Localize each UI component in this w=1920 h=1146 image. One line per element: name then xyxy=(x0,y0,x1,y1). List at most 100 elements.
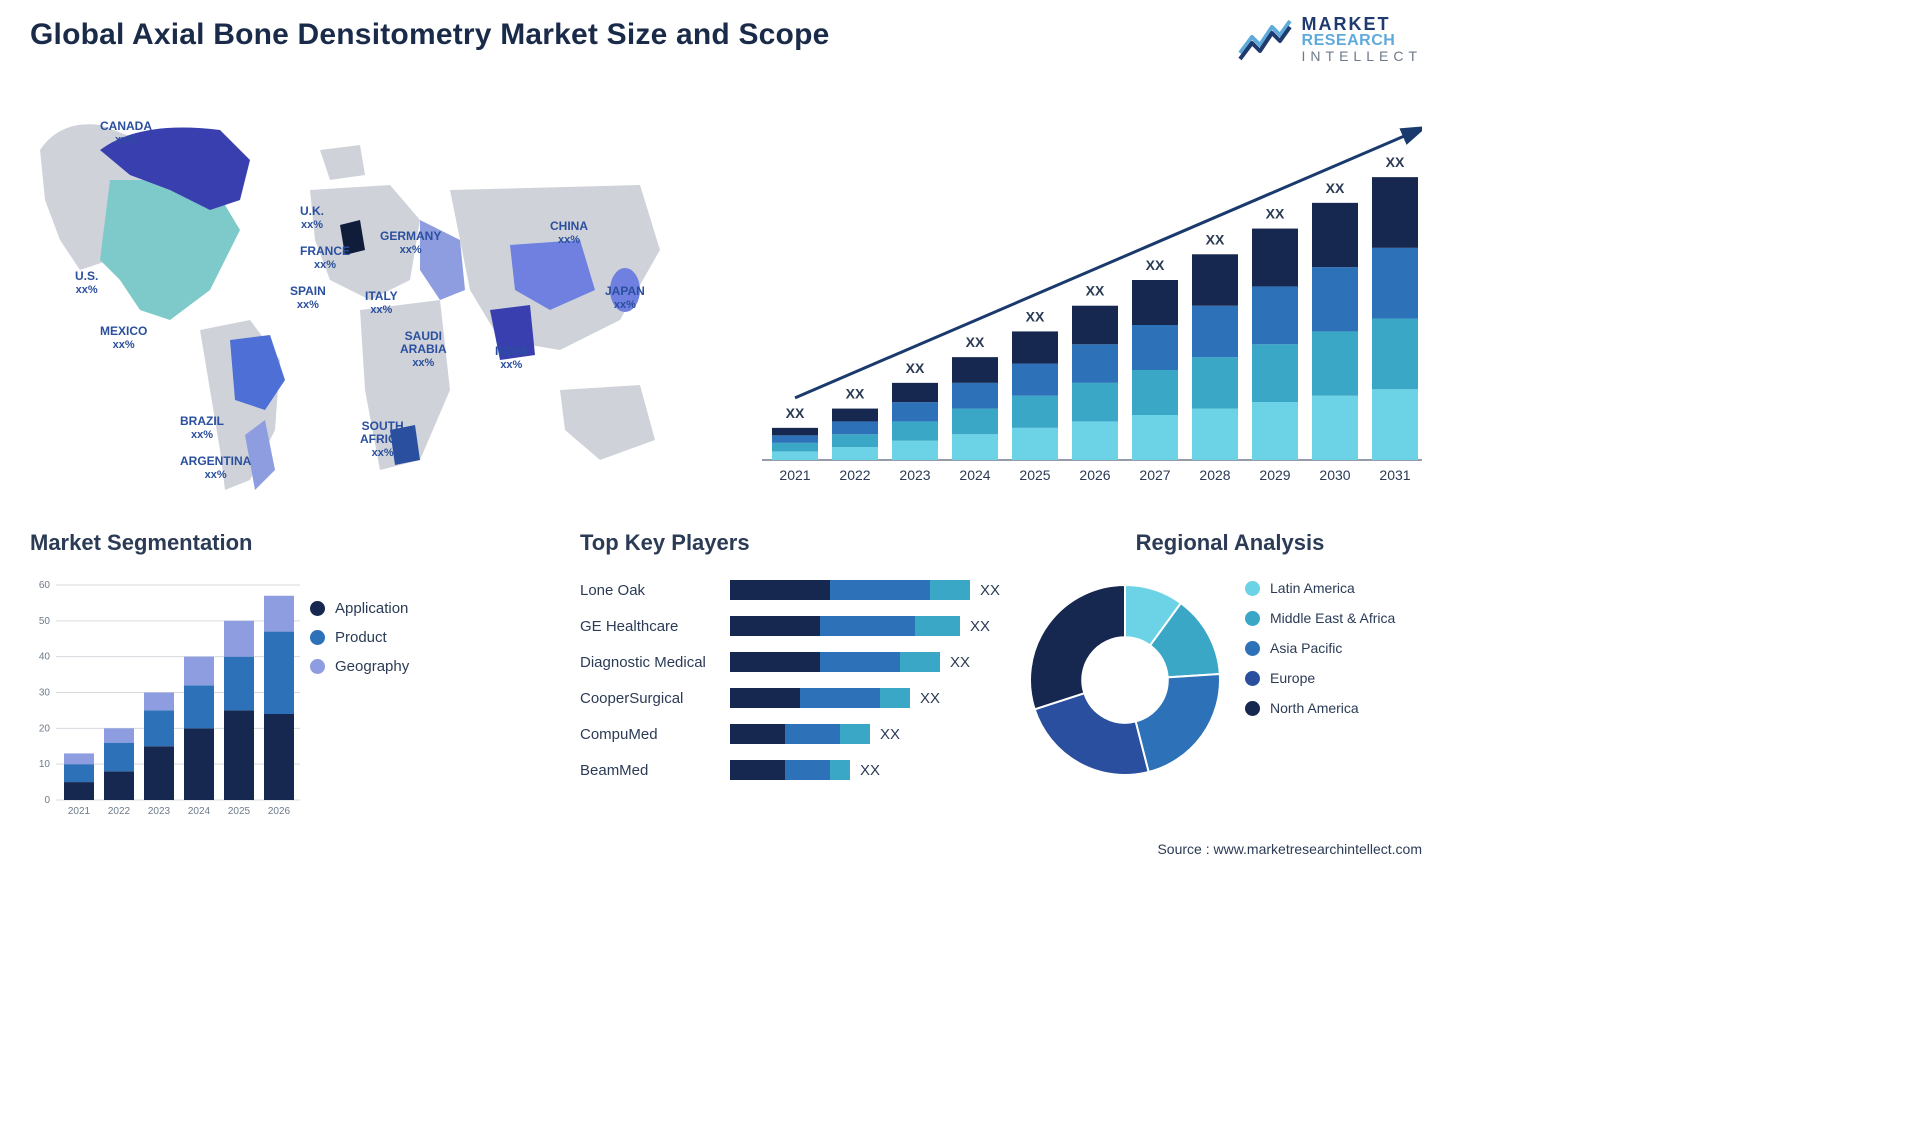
bar-value-label: XX xyxy=(1026,308,1045,324)
bar-value-label: XX xyxy=(846,386,865,402)
bar-segment xyxy=(1372,319,1418,390)
seg-bar-segment xyxy=(64,782,94,800)
legend-dot-icon xyxy=(1245,671,1260,686)
map-label: U.S.xx% xyxy=(75,270,98,296)
bar-segment xyxy=(1012,428,1058,460)
map-label: U.K.xx% xyxy=(300,205,324,231)
legend-dot-icon xyxy=(1245,611,1260,626)
legend-label: Middle East & Africa xyxy=(1270,610,1395,626)
player-row: GE HealthcareXX xyxy=(580,611,1000,641)
player-row: CompuMedXX xyxy=(580,719,1000,749)
seg-bar-segment xyxy=(264,596,294,632)
bar-segment xyxy=(1072,306,1118,345)
logo-line-3: INTELLECT xyxy=(1302,49,1422,63)
legend-dot-icon xyxy=(310,630,325,645)
bar-segment xyxy=(952,357,998,383)
market-size-chart: XX2021XX2022XX2023XX2024XX2025XX2026XX20… xyxy=(762,100,1422,500)
seg-year-label: 2023 xyxy=(148,806,171,817)
legend-item: Asia Pacific xyxy=(1245,640,1395,656)
legend-item: Europe xyxy=(1245,670,1395,686)
map-label: MEXICOxx% xyxy=(100,325,147,351)
bar-segment xyxy=(1132,415,1178,460)
bar-segment xyxy=(1192,306,1238,357)
legend-label: Latin America xyxy=(1270,580,1355,596)
legend-label: Application xyxy=(335,600,408,617)
player-bar-segment xyxy=(880,688,910,708)
seg-bar-segment xyxy=(64,753,94,764)
bar-segment xyxy=(892,402,938,421)
player-name: Diagnostic Medical xyxy=(580,654,730,671)
bar-segment xyxy=(772,435,818,443)
bar-segment xyxy=(772,451,818,460)
legend-item: North America xyxy=(1245,700,1395,716)
donut-slice xyxy=(1030,585,1125,709)
bar-segment xyxy=(1372,389,1418,460)
bar-segment xyxy=(1192,357,1238,408)
bar-segment xyxy=(772,443,818,452)
player-value: XX xyxy=(980,582,1000,599)
bar-segment xyxy=(1312,203,1358,267)
svg-text:40: 40 xyxy=(39,652,51,663)
bar-segment xyxy=(892,441,938,460)
bar-segment xyxy=(952,383,998,409)
segmentation-panel: Market Segmentation xyxy=(30,530,460,556)
segmentation-chart: 0102030405060202120222023202420252026 xyxy=(30,575,300,825)
seg-bar-segment xyxy=(104,743,134,772)
bar-year-label: 2021 xyxy=(779,467,810,483)
seg-year-label: 2026 xyxy=(268,806,291,817)
legend-item: Latin America xyxy=(1245,580,1395,596)
player-value: XX xyxy=(860,762,880,779)
map-label: CHINAxx% xyxy=(550,220,588,246)
segmentation-legend: Application Product Geography xyxy=(310,600,409,687)
seg-bar-segment xyxy=(144,693,174,711)
bar-segment xyxy=(1072,383,1118,422)
bar-segment xyxy=(892,421,938,440)
bar-segment xyxy=(952,409,998,435)
legend-label: Asia Pacific xyxy=(1270,640,1342,656)
bar-value-label: XX xyxy=(966,334,985,350)
bar-segment xyxy=(952,434,998,460)
legend-item: Geography xyxy=(310,658,409,675)
regional-donut xyxy=(1020,575,1230,785)
seg-bar-segment xyxy=(264,632,294,714)
map-label: CANADAxx% xyxy=(100,120,152,146)
map-label: JAPANxx% xyxy=(605,285,645,311)
bar-segment xyxy=(1312,267,1358,331)
svg-text:10: 10 xyxy=(39,759,51,770)
player-bar-segment xyxy=(830,580,930,600)
player-name: Lone Oak xyxy=(580,582,730,599)
legend-item: Application xyxy=(310,600,409,617)
bar-value-label: XX xyxy=(786,405,805,421)
legend-label: Product xyxy=(335,629,387,646)
player-value: XX xyxy=(950,654,970,671)
page-title: Global Axial Bone Densitometry Market Si… xyxy=(30,18,830,52)
seg-bar-segment xyxy=(144,710,174,746)
seg-year-label: 2022 xyxy=(108,806,131,817)
bar-segment xyxy=(1012,331,1058,363)
svg-text:50: 50 xyxy=(39,616,51,627)
svg-text:20: 20 xyxy=(39,723,51,734)
player-name: CooperSurgical xyxy=(580,690,730,707)
bar-year-label: 2026 xyxy=(1079,467,1110,483)
players-chart: Lone Oak XX GE HealthcareXX Diagnostic Medi… xyxy=(580,575,1000,791)
bar-segment xyxy=(1132,325,1178,370)
seg-bar-segment xyxy=(104,728,134,742)
seg-bar-segment xyxy=(64,764,94,782)
bar-year-label: 2022 xyxy=(839,467,870,483)
bar-segment xyxy=(1372,177,1418,248)
world-map: CANADAxx%U.S.xx%MEXICOxx%BRAZILxx%ARGENT… xyxy=(20,90,710,510)
map-label: BRAZILxx% xyxy=(180,415,224,441)
seg-bar-segment xyxy=(184,728,214,800)
bar-segment xyxy=(832,434,878,447)
bar-segment xyxy=(772,428,818,436)
bar-segment xyxy=(1072,421,1118,460)
player-bar xyxy=(730,688,910,708)
segmentation-title: Market Segmentation xyxy=(30,530,460,556)
legend-dot-icon xyxy=(1245,641,1260,656)
player-bar-segment xyxy=(900,652,940,672)
seg-bar-segment xyxy=(264,714,294,800)
player-bar-segment xyxy=(785,760,830,780)
bar-value-label: XX xyxy=(1266,206,1285,222)
map-label: GERMANYxx% xyxy=(380,230,441,256)
legend-dot-icon xyxy=(310,601,325,616)
